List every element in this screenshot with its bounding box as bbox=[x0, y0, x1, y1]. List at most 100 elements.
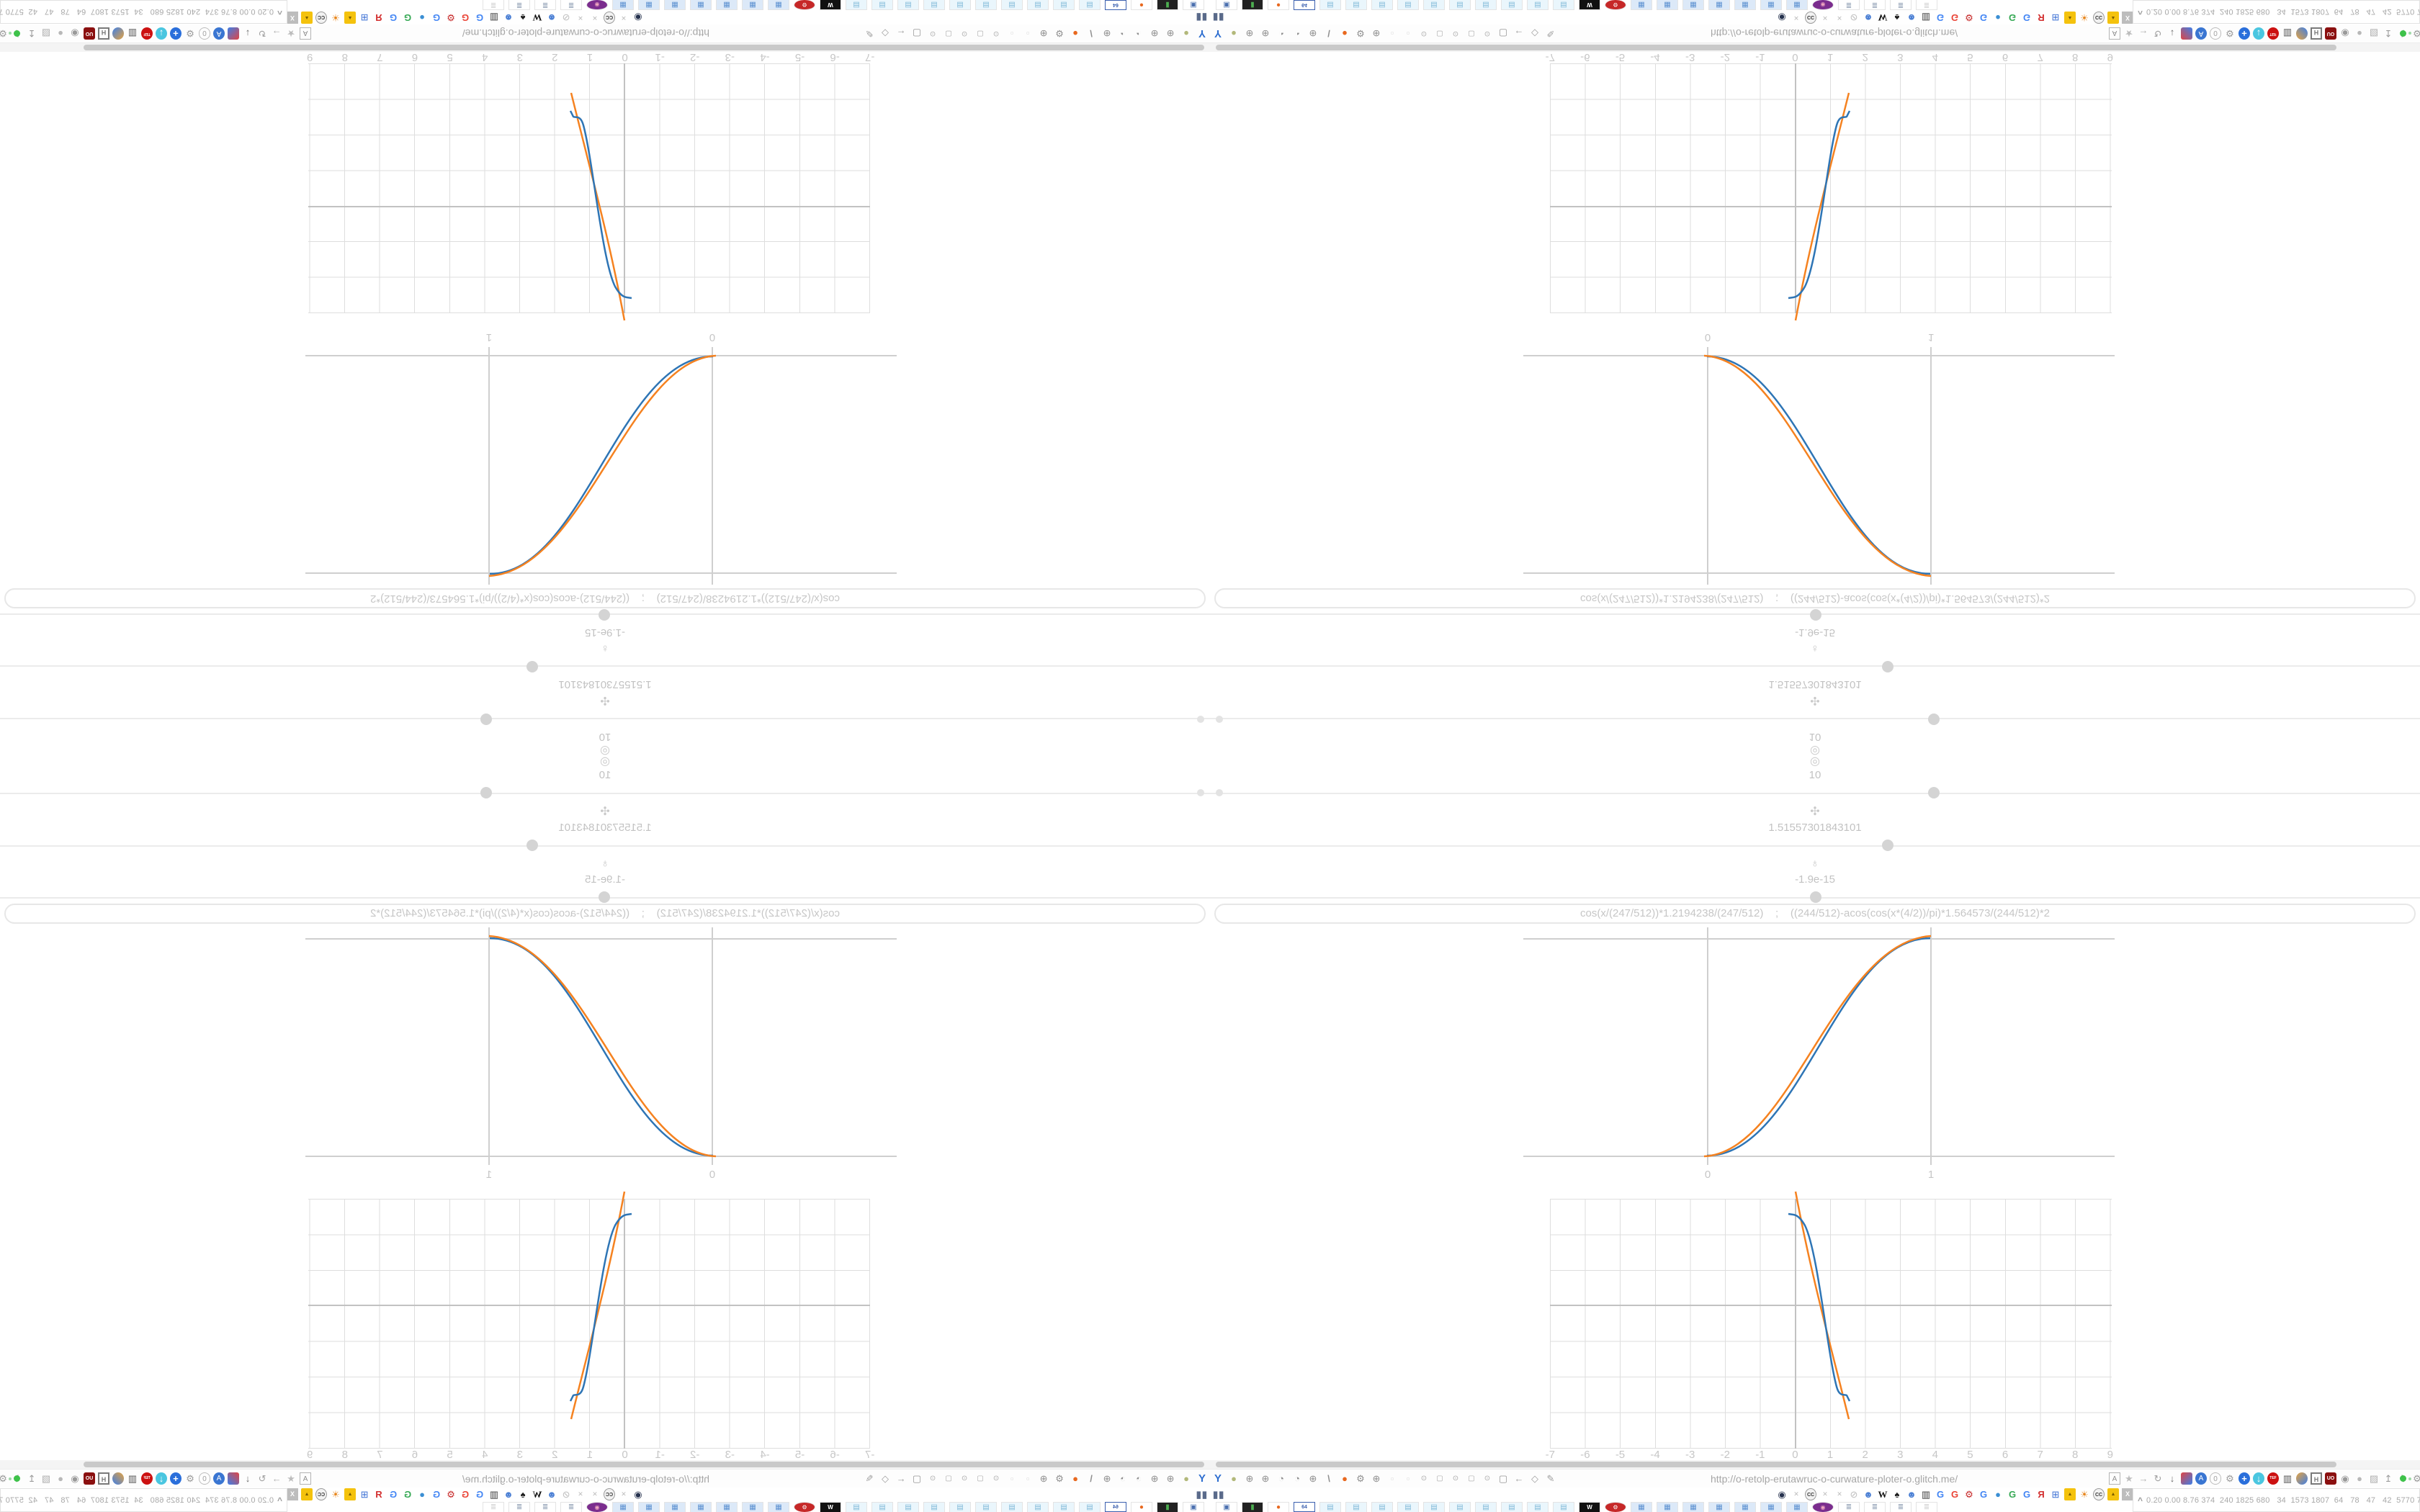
bookmark-icon[interactable]: ✕ bbox=[621, 1490, 627, 1498]
bookmark-icon[interactable]: G bbox=[389, 1489, 398, 1500]
tab-favicon[interactable]: ▦ bbox=[1760, 1502, 1782, 1512]
slider-row1-track[interactable] bbox=[1210, 793, 2420, 794]
bookmark-icon[interactable]: ⚙ bbox=[1965, 1489, 1973, 1500]
tab-favicon[interactable]: ▦ bbox=[638, 1502, 660, 1512]
tab-favicon[interactable]: ▤ bbox=[1001, 1502, 1023, 1512]
toolbar-icon[interactable]: Y bbox=[1198, 1472, 1206, 1485]
toolbar-icon[interactable]: ⊙ bbox=[929, 1475, 936, 1482]
slider-row2-track[interactable] bbox=[1210, 845, 2420, 847]
bookmark-icon[interactable]: X bbox=[2122, 12, 2133, 24]
bookmark-icon[interactable]: ● bbox=[419, 1489, 425, 1500]
bookmark-icon[interactable]: ▥ bbox=[489, 12, 499, 23]
toolbar-icon[interactable]: \ bbox=[1090, 1473, 1093, 1484]
toolbar-icon[interactable]: ● bbox=[1342, 1473, 1348, 1484]
toolbar-icon[interactable]: ▫ bbox=[1010, 28, 1014, 39]
stats-expand-icon[interactable]: ^ bbox=[2138, 1495, 2143, 1506]
extension-icon[interactable]: ↻ bbox=[258, 28, 266, 39]
expression-input[interactable]: cos(x/(247/512))*1.2194238/(247/512) ; (… bbox=[1214, 588, 2416, 608]
extension-icon[interactable]: A bbox=[300, 1472, 311, 1485]
tab-favicon[interactable]: ▤ bbox=[871, 0, 893, 10]
extension-icon[interactable]: TEF bbox=[141, 27, 153, 40]
bookmark-icon[interactable]: ✕ bbox=[592, 14, 598, 22]
bookmark-icon[interactable]: ▥ bbox=[489, 1489, 499, 1500]
bookmark-icon[interactable]: CC bbox=[315, 1488, 327, 1500]
slider-row1-thumb-min[interactable] bbox=[1216, 789, 1223, 796]
bookmark-icon[interactable]: ▲ bbox=[344, 1488, 356, 1500]
bookmark-icon[interactable]: W bbox=[1878, 12, 1888, 23]
tab-favicon[interactable]: ▤ bbox=[1501, 0, 1523, 10]
bookmark-icon[interactable]: CC bbox=[2093, 12, 2105, 24]
tab-favicon[interactable]: W bbox=[1579, 0, 1600, 10]
toolbar-icon[interactable]: ◔ bbox=[1136, 1473, 1142, 1484]
tab-favicon[interactable]: ≣ bbox=[534, 0, 556, 10]
extension-icon[interactable]: ↓ bbox=[2169, 28, 2175, 39]
extension-icon[interactable]: ● bbox=[2357, 28, 2362, 39]
tab-favicon[interactable]: ▦ bbox=[690, 1502, 712, 1512]
tab-favicon[interactable]: ▤ bbox=[1027, 1502, 1049, 1512]
extension-icon[interactable]: ◆ bbox=[2181, 27, 2192, 40]
bookmark-icon[interactable]: Я bbox=[375, 1489, 382, 1500]
toolbar-icon[interactable]: ◔ bbox=[1278, 1473, 1284, 1484]
toolbar-icon[interactable]: ⊕ bbox=[1309, 28, 1317, 39]
extension-icon[interactable]: UO bbox=[84, 27, 95, 40]
toolbar-icon[interactable]: ⊕ bbox=[1103, 1473, 1111, 1484]
bookmark-icon[interactable]: ⊘ bbox=[1850, 12, 1858, 23]
bookmark-icon[interactable]: G bbox=[1936, 12, 1945, 23]
slider-row2-thumb[interactable] bbox=[526, 840, 538, 851]
tab-favicon[interactable]: ▦ bbox=[1708, 0, 1730, 10]
toolbar-icon[interactable]: ⊕ bbox=[1245, 1473, 1254, 1484]
bookmark-icon[interactable]: ⊞ bbox=[360, 12, 369, 23]
slider-row2-thumb[interactable] bbox=[526, 661, 538, 672]
extension-icon[interactable]: ★ bbox=[287, 28, 295, 39]
toolbar-icon[interactable]: ▫ bbox=[1026, 28, 1030, 39]
bookmark-icon[interactable]: ● bbox=[1995, 1489, 2001, 1500]
tab-favicon[interactable]: ▤ bbox=[1553, 0, 1574, 10]
extension-icon[interactable]: ↥ bbox=[27, 28, 36, 39]
bookmark-icon[interactable]: Я bbox=[2038, 1489, 2045, 1500]
bookmark-icon[interactable]: ☻ bbox=[503, 1489, 514, 1500]
tab-favicon[interactable]: ▤ bbox=[1553, 1502, 1574, 1512]
extension-icon[interactable]: ↓ bbox=[2253, 1472, 2264, 1485]
bookmark-icon[interactable]: ☻ bbox=[1863, 12, 1873, 23]
bookmark-icon[interactable]: G bbox=[1950, 1489, 1959, 1500]
slider-row1-thumb-min[interactable] bbox=[1197, 716, 1204, 723]
tab-favicon[interactable]: ▦ bbox=[690, 0, 712, 10]
bookmark-icon[interactable]: X bbox=[2122, 1488, 2133, 1500]
toolbar-icon[interactable]: ▢ bbox=[945, 30, 952, 37]
extension-icon[interactable]: A bbox=[2195, 1472, 2207, 1485]
bookmark-icon[interactable]: G bbox=[403, 1489, 412, 1500]
tab-favicon[interactable]: ▦ bbox=[742, 0, 763, 10]
tab-favicon[interactable]: ▣ bbox=[1216, 1502, 1237, 1512]
toolbar-icon[interactable]: ▢ bbox=[977, 1475, 984, 1482]
tab-favicon[interactable]: ▤ bbox=[1527, 0, 1549, 10]
extension-icon[interactable]: ● bbox=[112, 1472, 124, 1485]
slider-row3-thumb[interactable] bbox=[1810, 891, 1821, 903]
tab-favicon[interactable]: ▤ bbox=[1501, 1502, 1523, 1512]
extension-icon[interactable]: ⚙ bbox=[2411, 27, 2420, 40]
tab-favicon[interactable]: ▦ bbox=[1682, 1502, 1704, 1512]
extension-icon[interactable]: H bbox=[2311, 1472, 2322, 1485]
toolbar-icon[interactable]: ● bbox=[1231, 1473, 1237, 1484]
bookmark-icon[interactable]: W bbox=[532, 12, 542, 23]
bookmark-icon[interactable]: ☀ bbox=[331, 1489, 340, 1500]
bookmark-icon[interactable]: G bbox=[2008, 12, 2017, 23]
extension-icon[interactable]: ● bbox=[2357, 1473, 2362, 1484]
extension-icon[interactable]: ⚙ bbox=[186, 1473, 194, 1484]
tab-favicon[interactable]: ▦ bbox=[638, 0, 660, 10]
slider-row2-thumb[interactable] bbox=[1882, 661, 1894, 672]
tab-favicon[interactable]: ▮ bbox=[1157, 0, 1178, 10]
tab-favicon[interactable]: 64 bbox=[1294, 1502, 1315, 1512]
bookmark-icon[interactable]: X bbox=[287, 12, 298, 24]
tab-favicon[interactable]: ▤ bbox=[1397, 1502, 1419, 1512]
expression-input[interactable]: cos(x/(247/512))*1.2194238/(247/512) ; (… bbox=[4, 904, 1206, 924]
extension-icon[interactable]: ● bbox=[58, 1473, 63, 1484]
bookmark-icon[interactable]: ▲ bbox=[344, 12, 356, 24]
toolbar-icon[interactable]: Y bbox=[1214, 1472, 1222, 1485]
toolbar-icon[interactable]: ← bbox=[896, 28, 906, 39]
toolbar-icon[interactable]: \ bbox=[1090, 28, 1093, 39]
toolbar-icon[interactable]: ⊙ bbox=[1484, 1475, 1491, 1482]
bookmark-icon[interactable]: G bbox=[475, 1489, 484, 1500]
tab-favicon[interactable]: ● bbox=[1131, 0, 1152, 10]
toolbar-icon[interactable]: ⊙ bbox=[1452, 30, 1459, 37]
tab-favicon[interactable]: ▣ bbox=[1216, 0, 1237, 10]
